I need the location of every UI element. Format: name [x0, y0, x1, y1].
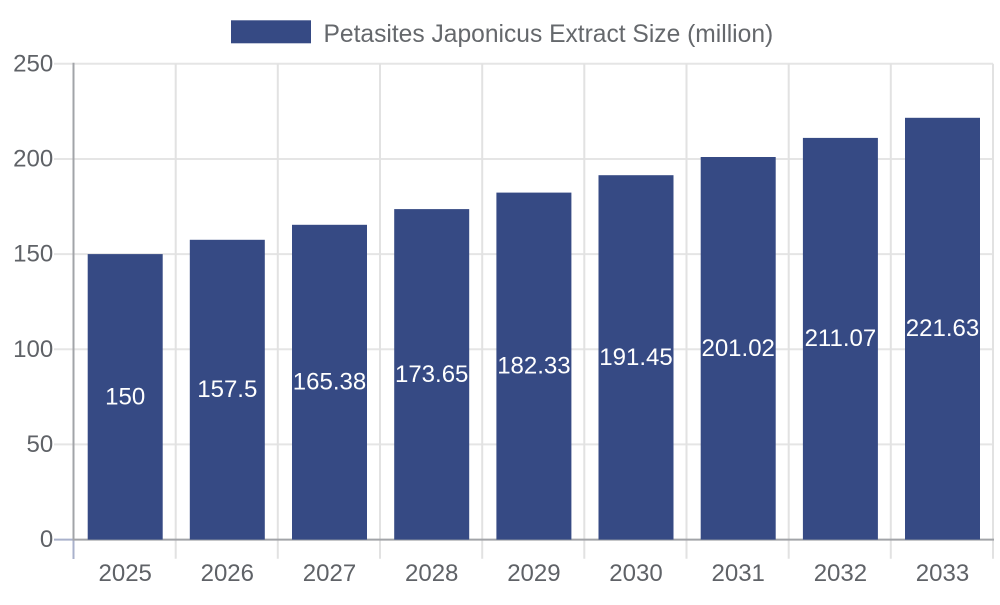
svg-text:191.45: 191.45 [599, 344, 672, 371]
svg-text:2033: 2033 [916, 560, 969, 587]
svg-text:2031: 2031 [712, 560, 765, 587]
svg-text:150: 150 [13, 241, 53, 268]
svg-text:0: 0 [40, 526, 53, 553]
svg-text:2028: 2028 [405, 560, 458, 587]
svg-text:2026: 2026 [201, 560, 254, 587]
svg-text:182.33: 182.33 [497, 353, 570, 380]
svg-text:201.02: 201.02 [701, 335, 774, 362]
svg-text:165.38: 165.38 [293, 369, 366, 396]
svg-text:50: 50 [26, 431, 53, 458]
svg-text:250: 250 [13, 50, 53, 77]
svg-text:2025: 2025 [99, 560, 152, 587]
svg-text:200: 200 [13, 146, 53, 173]
svg-text:150: 150 [105, 383, 145, 410]
svg-text:211.07: 211.07 [805, 325, 877, 352]
svg-text:221.63: 221.63 [906, 315, 979, 342]
svg-text:100: 100 [13, 336, 53, 363]
svg-text:2029: 2029 [507, 560, 560, 587]
svg-text:157.5: 157.5 [197, 376, 257, 403]
svg-text:2030: 2030 [609, 560, 662, 587]
svg-text:173.65: 173.65 [395, 361, 468, 388]
svg-text:2027: 2027 [303, 560, 356, 587]
svg-text:Petasites Japonicus Extract Si: Petasites Japonicus Extract Size (millio… [324, 21, 774, 48]
svg-text:2032: 2032 [814, 560, 867, 587]
